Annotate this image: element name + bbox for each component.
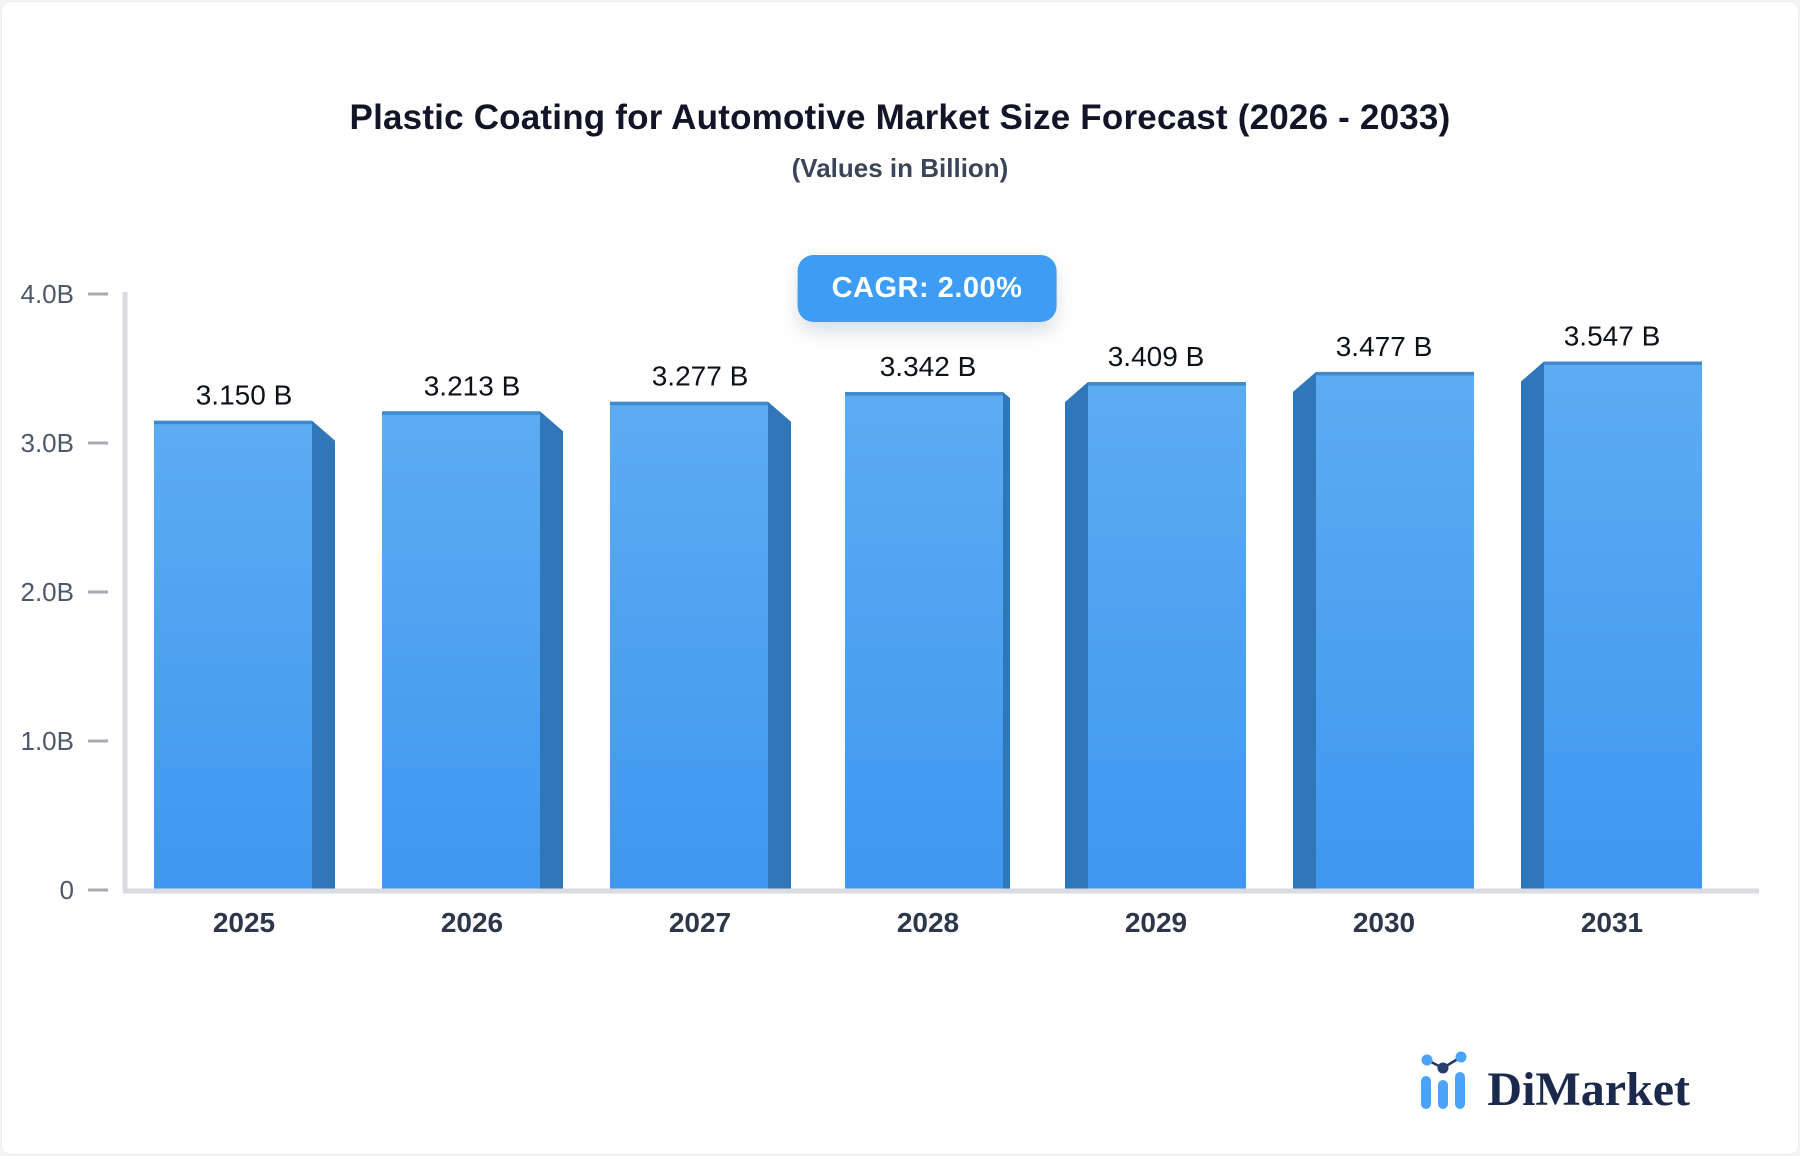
bar-top-edge (610, 401, 768, 406)
bar-front-face (1088, 382, 1246, 890)
bar-top-edge (154, 420, 312, 425)
y-tick-label: 4.0B (21, 279, 75, 309)
x-axis-label: 2028 (897, 907, 959, 938)
y-tick-label: 3.0B (21, 428, 75, 458)
x-axis-label: 2030 (1353, 907, 1415, 938)
bar-value-label: 3.547 B (1564, 320, 1661, 351)
bar-2027: 3.277 B 2027 (610, 361, 791, 938)
bar-top-edge (1088, 382, 1246, 386)
y-tick-label: 1.0B (21, 726, 75, 756)
bar-side-face (540, 411, 563, 890)
bar-chart: 0 1.0B 2.0B 3.0B 4.0B 3.150 B 2025 3.213 B 2026 3… (2, 242, 1800, 982)
x-axis-label: 2025 (213, 907, 275, 938)
bar-front-face (1544, 361, 1702, 890)
y-tick-label: 2.0B (21, 577, 75, 607)
y-tick-label: 0 (60, 875, 74, 905)
bar-front-face (154, 420, 312, 890)
x-axis-label: 2031 (1581, 907, 1643, 938)
bar-top-edge (382, 411, 540, 415)
dimarket-bars-icon (1421, 1051, 1467, 1109)
bar-side-face (1293, 371, 1316, 890)
bar-front-face (610, 401, 768, 890)
bar-side-face (1521, 361, 1544, 890)
bar-value-label: 3.277 B (652, 361, 749, 392)
chart-subtitle: (Values in Billion) (791, 153, 1009, 183)
bar-top-edge (845, 392, 1003, 396)
x-axis-label: 2026 (441, 907, 503, 938)
bar-side-face (768, 401, 791, 890)
logo-dot (1437, 1062, 1449, 1074)
logo-bar (1438, 1080, 1449, 1109)
cagr-badge: CAGR: 2.00% (797, 255, 1057, 322)
x-axis-label: 2029 (1125, 907, 1187, 938)
brand-logo: DiMarket (1418, 1051, 1690, 1114)
bar-top-edge (1316, 371, 1474, 376)
bar-side-face (1003, 392, 1010, 890)
bar-side-face (1065, 382, 1088, 890)
logo-dot (1421, 1054, 1433, 1066)
bar-value-label: 3.477 B (1336, 331, 1433, 362)
bar-top-edge (1544, 361, 1702, 365)
bar-2030: 3.477 B 2030 (1293, 331, 1474, 938)
bar-2031: 3.547 B 2031 (1521, 320, 1702, 938)
brand-name: DiMarket (1487, 1063, 1690, 1116)
logo-bar (1455, 1072, 1466, 1109)
bar-side-face (312, 420, 335, 890)
bar-value-label: 3.342 B (880, 351, 977, 382)
logo-bar (1421, 1076, 1432, 1109)
logo-dot (1455, 1051, 1467, 1063)
x-axis-label: 2027 (669, 907, 731, 938)
bar-2025: 3.150 B 2025 (154, 380, 335, 938)
bar-front-face (845, 392, 1003, 890)
bar-value-label: 3.213 B (424, 370, 521, 401)
bar-2028: 3.342 B 2028 (845, 351, 1010, 938)
bar-front-face (1316, 371, 1474, 890)
bar-value-label: 3.150 B (196, 380, 293, 411)
bar-value-label: 3.409 B (1108, 341, 1205, 372)
bar-front-face (382, 411, 540, 890)
chart-title: Plastic Coating for Automotive Market Si… (349, 98, 1451, 137)
bar-2029: 3.409 B 2029 (1065, 341, 1246, 938)
bar-2026: 3.213 B 2026 (382, 370, 563, 938)
